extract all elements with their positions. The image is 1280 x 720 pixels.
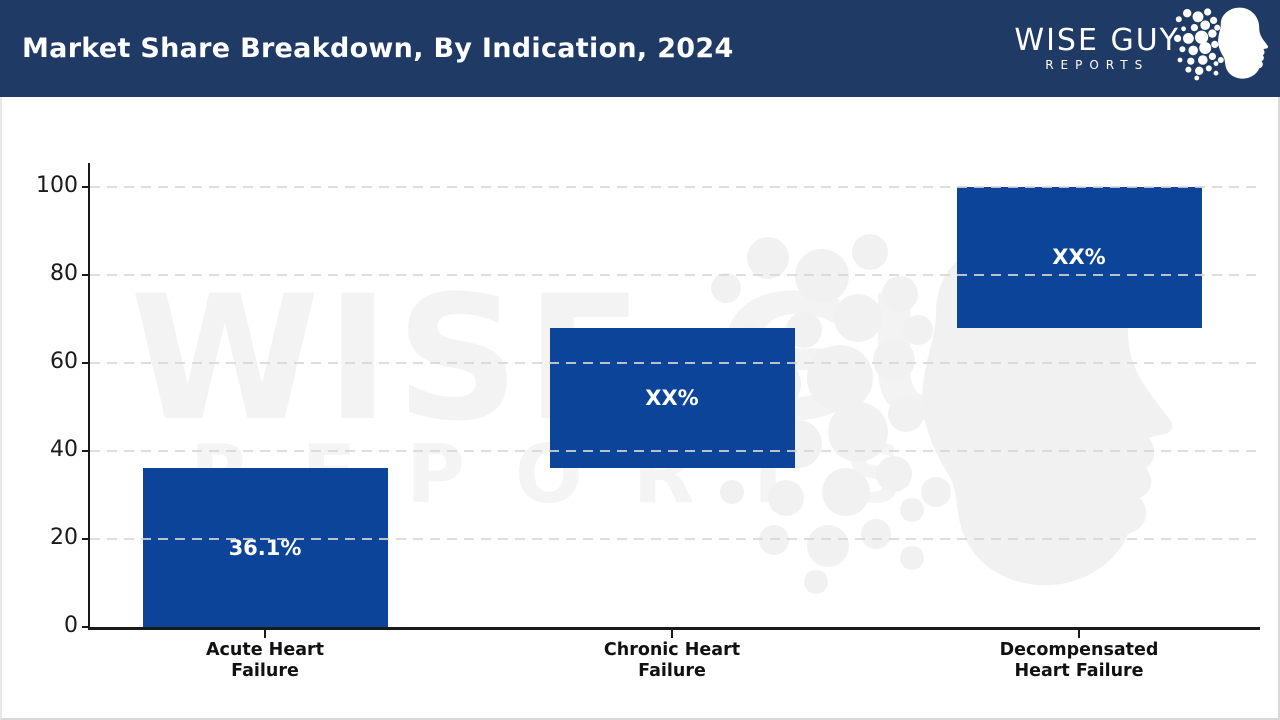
y-tick-mark [82, 362, 90, 364]
category-label-line: Decompensated [999, 640, 1159, 660]
y-tick-mark [82, 186, 90, 188]
category-label: Decompensated Heart Failure [919, 640, 1239, 682]
bar-value-label: XX% [645, 385, 699, 410]
category-label-line: Failure [231, 661, 299, 681]
chart-title: Market Share Breakdown, By Indication, 2… [22, 33, 734, 64]
x-tick-mark [264, 630, 266, 638]
gridline [90, 274, 1260, 276]
gridline [90, 362, 1260, 364]
y-tick-mark [82, 538, 90, 540]
y-tick-label: 100 [36, 173, 78, 198]
y-tick-label: 80 [50, 261, 78, 286]
logo-text: WISE GUY REPORTS [1014, 23, 1180, 73]
gridline [90, 186, 1260, 188]
gridline [90, 450, 1260, 452]
x-tick-mark [671, 630, 673, 638]
logo-head-icon [1174, 7, 1269, 81]
y-tick-label: 20 [50, 525, 78, 550]
bar-segment: XX% [549, 327, 795, 469]
category-label: Acute Heart Failure [105, 640, 425, 682]
y-tick-label: 0 [64, 613, 78, 638]
category-label: Chronic Heart Failure [512, 640, 832, 682]
category-label-line: Failure [638, 661, 706, 681]
category-label-line: Acute Heart [205, 640, 325, 660]
bar-segment: 36.1% [142, 468, 388, 627]
y-tick-mark [82, 626, 90, 628]
y-tick-label: 40 [50, 437, 78, 462]
y-tick-mark [82, 450, 90, 452]
category-label-line: Chronic Heart [603, 640, 741, 660]
logo-wiseguy-label: WISE GUY [1014, 23, 1180, 58]
bar-value-label: XX% [1052, 245, 1106, 270]
category-label-line: Heart Failure [1014, 661, 1144, 681]
gridline [90, 538, 1260, 540]
x-tick-mark [1078, 630, 1080, 638]
wiseguy-logo: WISE GUY REPORTS [1014, 6, 1270, 81]
y-tick-mark [82, 274, 90, 276]
x-axis-line [88, 627, 1260, 630]
header-bar: Market Share Breakdown, By Indication, 2… [0, 0, 1280, 97]
y-tick-label: 60 [50, 349, 78, 374]
logo-reports-label: REPORTS [1045, 58, 1150, 72]
y-axis-line [88, 163, 90, 630]
bar-segment: XX% [956, 187, 1202, 328]
